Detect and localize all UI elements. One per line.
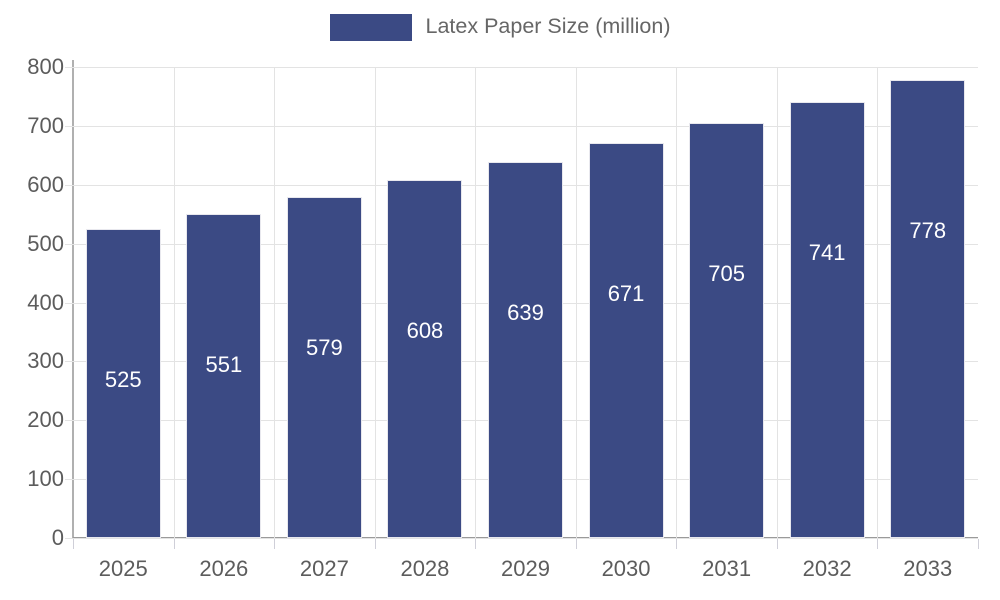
gridline-vertical: [274, 67, 275, 538]
y-axis-tick-labels: 0 100 200 300 400 500 600 700 800: [0, 0, 64, 600]
x-axis-tick-label: 2028: [400, 556, 450, 581]
x-axis-tick-mark: [174, 539, 175, 549]
bar[interactable]: [186, 213, 262, 538]
x-axis-tick-label: 2029: [501, 556, 550, 581]
bar[interactable]: [286, 197, 362, 538]
chart-legend: Latex Paper Size (million): [0, 10, 1000, 44]
legend-color-swatch: [329, 13, 412, 41]
x-axis-tick-label: 2027: [299, 556, 349, 581]
legend-series-label: Latex Paper Size (million): [425, 14, 671, 39]
x-axis-tick-mark: [375, 539, 376, 549]
y-axis-tick-label: 300: [27, 348, 64, 374]
x-axis-tick-mark: [274, 539, 275, 549]
gridline-vertical: [676, 67, 677, 538]
plot-area: 525 551 579 608 639 671 705 741 778: [65, 67, 978, 539]
bar[interactable]: [387, 180, 463, 538]
x-axis-tick-mark: [73, 539, 74, 549]
x-axis-tick-mark: [777, 539, 778, 549]
gridline-horizontal: [65, 538, 978, 539]
bar[interactable]: [890, 79, 966, 538]
x-axis-tick-mark: [877, 539, 878, 549]
gridline-horizontal: [65, 125, 978, 127]
x-axis-tick-label: 2025: [98, 556, 148, 581]
y-axis-tick-label: 200: [27, 407, 64, 433]
gridline-vertical: [576, 67, 577, 538]
gridline-horizontal: [65, 67, 978, 68]
x-axis-tick-label: 2032: [802, 556, 852, 581]
y-axis-tick-label: 600: [27, 171, 64, 197]
y-axis-tick-label: 700: [27, 112, 64, 138]
x-axis-tick-label: 2026: [199, 556, 249, 581]
bar[interactable]: [689, 122, 765, 538]
bar[interactable]: [588, 142, 664, 538]
gridline-vertical: [777, 67, 778, 538]
x-axis-tick-mark: [978, 539, 979, 549]
x-axis-tick-label: 2030: [601, 556, 651, 581]
y-axis-line: [72, 60, 74, 539]
x-axis-tick-label: 2031: [702, 556, 752, 581]
gridline-vertical: [174, 67, 175, 538]
x-axis-tick-mark: [676, 539, 677, 549]
gridline-vertical: [877, 67, 878, 538]
x-axis-tick-mark: [475, 539, 476, 549]
x-axis-tick-label: 2033: [903, 556, 953, 581]
bar[interactable]: [85, 228, 161, 538]
bar[interactable]: [789, 101, 865, 538]
y-axis-tick-label: 0: [51, 525, 64, 550]
y-axis-tick-label: 500: [27, 230, 64, 256]
gridline-vertical: [375, 67, 376, 538]
x-axis-tick-mark: [576, 539, 577, 549]
y-axis-tick-label: 100: [27, 466, 64, 492]
gridline-vertical: [475, 67, 476, 538]
bar[interactable]: [488, 161, 563, 538]
y-axis-tick-label: 800: [27, 54, 64, 79]
y-axis-tick-label: 400: [27, 289, 64, 315]
